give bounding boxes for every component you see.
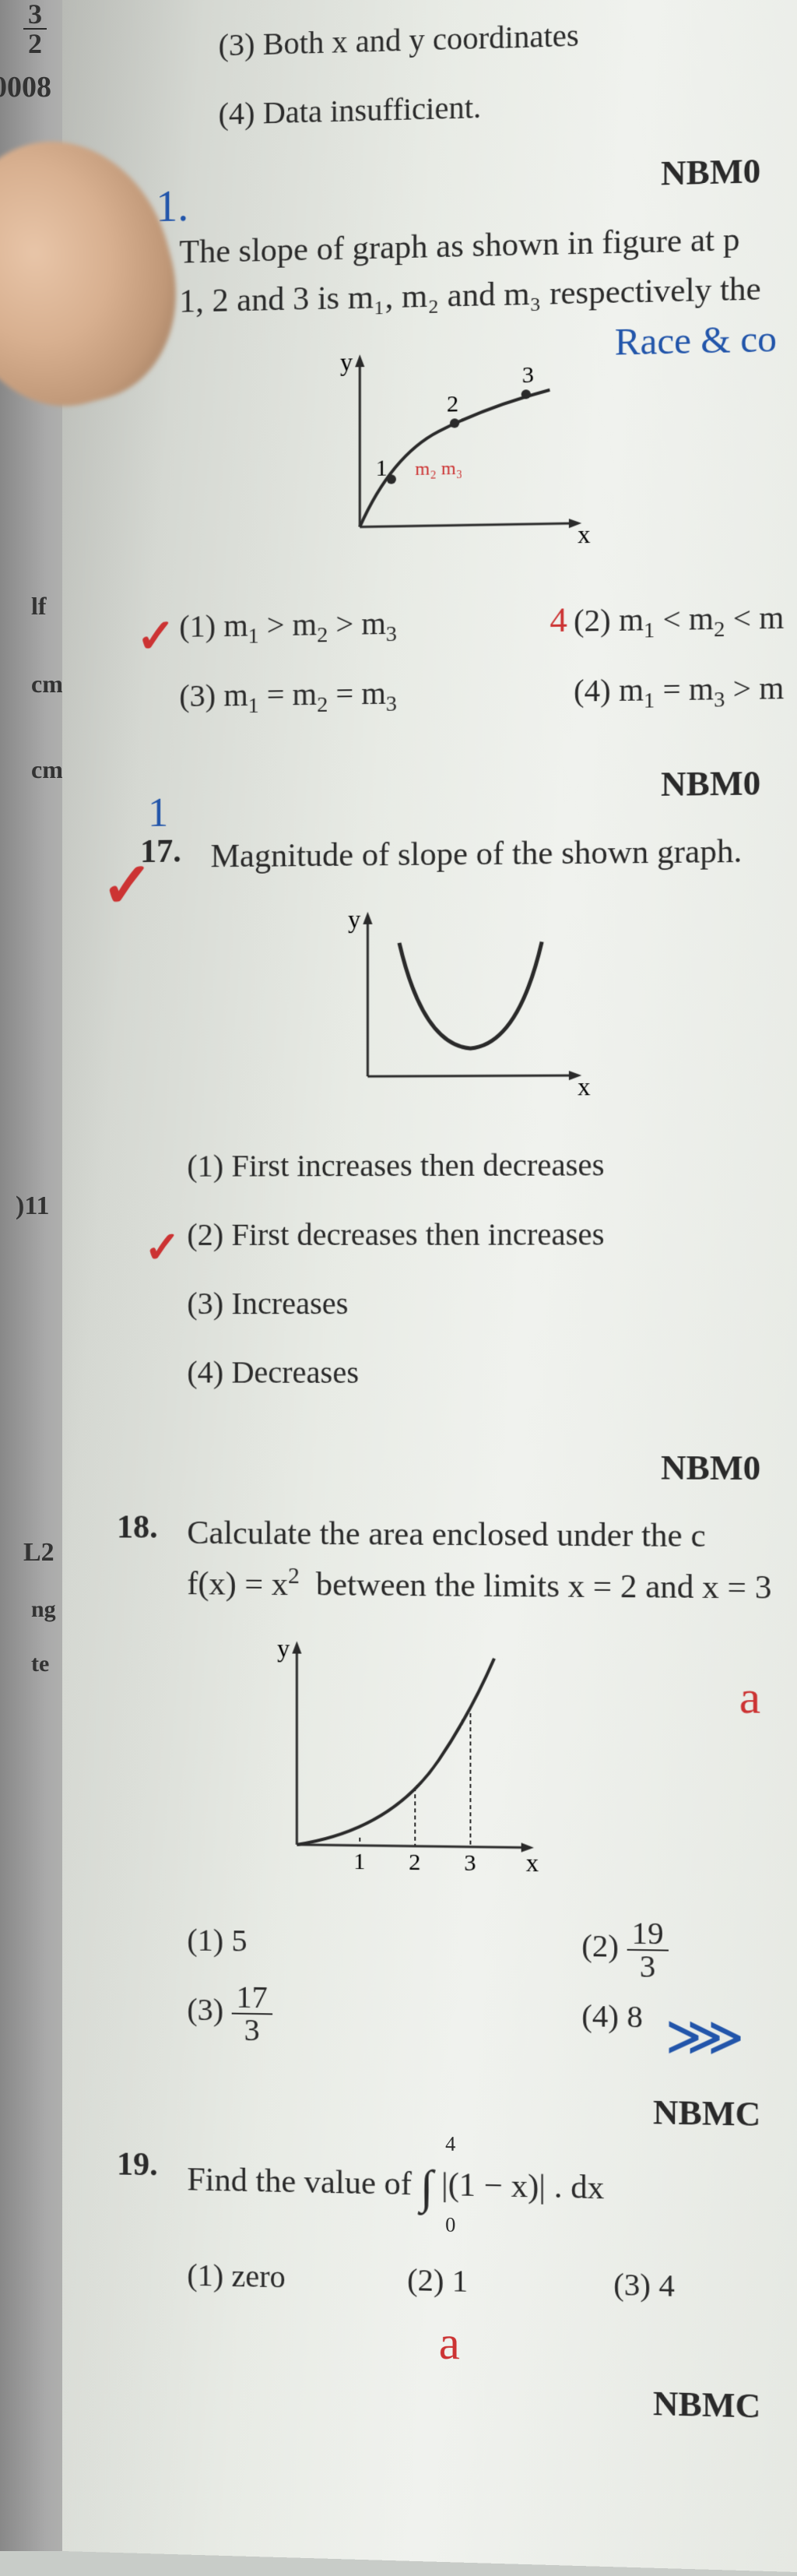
header-3: NBM0 xyxy=(109,1445,760,1488)
q17-opt3: (3) Increases xyxy=(187,1269,792,1339)
header-1: NBM0 xyxy=(109,151,760,207)
q18-x-label: x xyxy=(526,1849,539,1877)
q19-hand: a xyxy=(439,2316,460,2370)
q16-options: ✓ (1) m1 > m2 > m3 4 (2) m1 < m2 < m (3)… xyxy=(179,583,792,731)
q19-text: Find the value of 4 ∫ 0 |(1 − x)| . dx xyxy=(187,2147,792,2230)
q16-p3: 3 xyxy=(522,362,534,389)
margin-frac: 32 xyxy=(23,0,47,58)
q18-t3: 3 xyxy=(464,1850,476,1877)
q16-check: ✓ xyxy=(136,585,175,688)
q16-opt3: (3) m1 = m2 = m3 xyxy=(179,658,430,730)
q18-opt3: (3) 173 xyxy=(187,1976,438,2050)
q17-opt2: ✓ (2) First decreases then increases xyxy=(187,1200,792,1270)
q17-opt4: (4) Decreases xyxy=(187,1338,792,1409)
margin-code: 0008 xyxy=(0,70,51,104)
q17-x-label: x xyxy=(578,1072,590,1100)
header-5: NBMC xyxy=(109,2370,760,2426)
margin-tag-1: cm xyxy=(31,670,63,699)
page-content: (3) Both x and y coordinates (4) Data in… xyxy=(62,0,797,2572)
q16-p1: 1 xyxy=(376,455,388,481)
q16-x-label: x xyxy=(578,520,590,549)
q19: 19. Find the value of 4 ∫ 0 |(1 − x)| . … xyxy=(109,2145,793,2324)
q17-tick1: 1 xyxy=(148,790,168,836)
q18-t1: 1 xyxy=(353,1849,365,1874)
q16-graph: y x 1 2 3 m₂ m₃ xyxy=(313,342,598,567)
q18-hand: a xyxy=(739,1670,760,1725)
q17-y-label: y xyxy=(348,905,360,933)
q17-options: (1) First increases then decreases ✓ (2)… xyxy=(187,1130,792,1409)
q19-num: 19. xyxy=(117,2145,158,2184)
q15-options: (3) Both x and y coordinates (4) Data in… xyxy=(219,0,793,149)
q18-opt1: (1) 5 xyxy=(187,1906,438,1979)
q17-text: Magnitude of slope of the shown graph. xyxy=(211,827,793,882)
q18-t2: 2 xyxy=(409,1849,420,1875)
q18-text1: Calculate the area enclosed under the c xyxy=(187,1509,792,1562)
margin-tag-2: cm xyxy=(31,755,63,784)
q18-graph: y x 1 2 3 xyxy=(250,1633,550,1888)
q19-opt1: (1) zero xyxy=(187,2240,344,2313)
q17-opt1: (1) First increases then decreases xyxy=(187,1130,792,1201)
q16: 1. 16. The slope of graph as shown in fi… xyxy=(109,214,793,731)
margin-tag-0: lf xyxy=(31,592,47,621)
q15-opt4: (4) Data insufficient. xyxy=(219,65,793,149)
q19-options: (1) zero (2) 1 (3) 4 (4) 5 xyxy=(187,2240,792,2323)
q18-opt2: (2) 193 xyxy=(581,1912,797,1986)
q18-y-label: y xyxy=(277,1634,290,1662)
q17-graph: y x xyxy=(328,902,598,1107)
q17: 1 ✓ 17. Magnitude of slope of the shown … xyxy=(109,827,793,1409)
q18-text2: f(x) = x2 between the limits x = 2 and x… xyxy=(187,1558,792,1614)
q16-opt1: (1) m1 > m2 > m3 xyxy=(179,589,430,662)
q16-y-label: y xyxy=(340,347,353,376)
margin-tag-6: te xyxy=(31,1651,49,1677)
q19-opt2: (2) 1 xyxy=(407,2245,549,2317)
q18: 18. Calculate the area enclosed under th… xyxy=(109,1509,793,2055)
q17-num: 17. xyxy=(140,833,181,871)
q16-ink1: m₂ m₃ xyxy=(415,459,462,480)
margin-tag-5: ng xyxy=(31,1596,56,1623)
q18-scribble: ⋙ xyxy=(665,2003,744,2070)
q16-handwriting: Race & co xyxy=(615,318,777,364)
header-4: NBMC xyxy=(109,2082,760,2134)
header-2: NBM0 xyxy=(109,763,760,811)
q16-p2: 2 xyxy=(447,391,458,417)
q18-num: 18. xyxy=(117,1509,158,1547)
margin-tag-3: )11 xyxy=(16,1191,49,1221)
margin-tag-4: L2 xyxy=(23,1538,54,1568)
q16-opt2: 4 (2) m1 < m2 < m xyxy=(574,582,797,656)
q16-opt4: (4) m1 = m3 > m xyxy=(574,653,797,726)
q19-opt3: (3) 4 xyxy=(613,2250,757,2322)
